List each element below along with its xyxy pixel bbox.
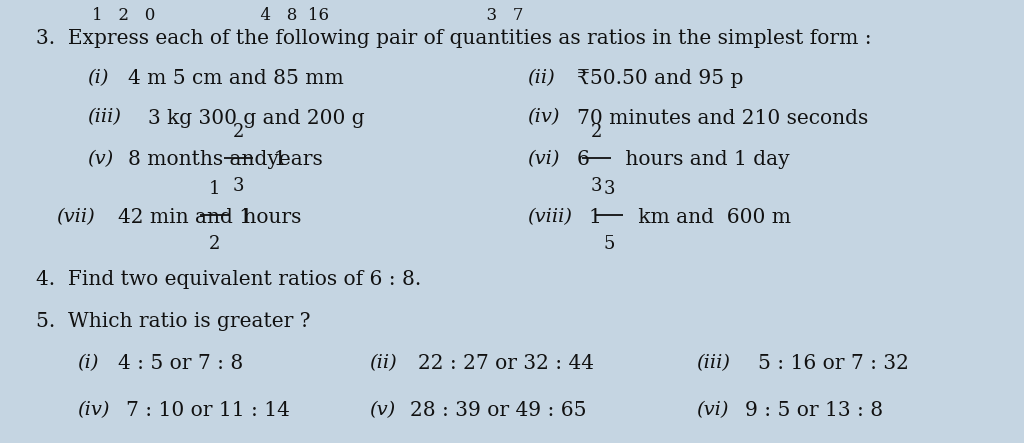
Text: 4.  Find two equivalent ratios of 6 : 8.: 4. Find two equivalent ratios of 6 : 8. [36, 270, 421, 289]
Text: (vi): (vi) [527, 151, 560, 168]
Text: km and  600 m: km and 600 m [632, 208, 791, 226]
Text: 4 m 5 cm and 85 mm: 4 m 5 cm and 85 mm [128, 69, 344, 88]
Text: 70 minutes and 210 seconds: 70 minutes and 210 seconds [577, 109, 867, 128]
Text: hours: hours [238, 208, 301, 226]
Text: (v): (v) [87, 151, 114, 168]
Text: (vi): (vi) [696, 401, 729, 419]
Text: years: years [261, 150, 324, 169]
Text: 7 : 10 or 11 : 14: 7 : 10 or 11 : 14 [126, 401, 290, 420]
Text: (viii): (viii) [527, 208, 572, 226]
Text: 3: 3 [603, 180, 614, 198]
Text: (v): (v) [369, 401, 395, 419]
Text: 1: 1 [209, 180, 220, 198]
Text: 2: 2 [209, 235, 220, 253]
Text: 2: 2 [233, 123, 245, 141]
Text: 3.  Express each of the following pair of quantities as ratios in the simplest f: 3. Express each of the following pair of… [36, 29, 871, 48]
Text: (iv): (iv) [77, 401, 110, 419]
Text: 5.  Which ratio is greater ?: 5. Which ratio is greater ? [36, 312, 310, 331]
Text: 42 min and 1: 42 min and 1 [118, 208, 252, 226]
Text: 3: 3 [233, 177, 245, 195]
Text: 1: 1 [589, 208, 602, 226]
Text: (ii): (ii) [527, 69, 555, 87]
Text: 8 months and 1: 8 months and 1 [128, 150, 287, 169]
Text: ₹50.50 and 95 p: ₹50.50 and 95 p [577, 69, 742, 88]
Text: 2: 2 [591, 123, 602, 141]
Text: (iii): (iii) [87, 109, 121, 127]
Text: 28 : 39 or 49 : 65: 28 : 39 or 49 : 65 [410, 401, 586, 420]
Text: 4 : 5 or 7 : 8: 4 : 5 or 7 : 8 [118, 354, 243, 373]
Text: (vii): (vii) [56, 208, 95, 226]
Text: 5 : 16 or 7 : 32: 5 : 16 or 7 : 32 [758, 354, 908, 373]
Text: (ii): (ii) [369, 354, 396, 373]
Text: (iii): (iii) [696, 354, 730, 373]
Text: 5: 5 [603, 235, 614, 253]
Text: 3 kg 300 g and 200 g: 3 kg 300 g and 200 g [148, 109, 366, 128]
Text: (iv): (iv) [527, 109, 560, 127]
Text: hours and 1 day: hours and 1 day [620, 150, 790, 169]
Text: 6: 6 [577, 150, 590, 169]
Text: 22 : 27 or 32 : 44: 22 : 27 or 32 : 44 [418, 354, 594, 373]
Text: 1   2   0                    4   8  16                              3   7: 1 2 0 4 8 16 3 7 [92, 7, 523, 23]
Text: (i): (i) [77, 354, 98, 373]
Text: 9 : 5 or 13 : 8: 9 : 5 or 13 : 8 [745, 401, 884, 420]
Text: 3: 3 [591, 177, 602, 195]
Text: (i): (i) [87, 69, 109, 87]
